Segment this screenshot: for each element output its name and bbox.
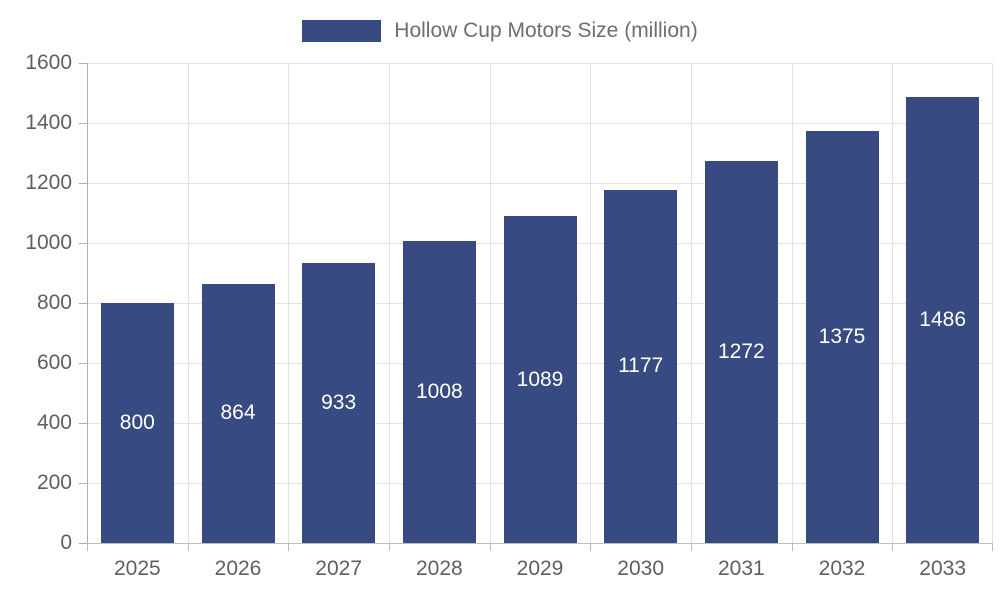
gridline-vertical bbox=[691, 63, 692, 543]
bar-2033[interactable]: 1486 bbox=[906, 97, 980, 543]
y-axis-tick-label: 1600 bbox=[25, 51, 72, 74]
y-axis-tick bbox=[79, 423, 87, 424]
x-axis-tick-label: 2033 bbox=[919, 557, 967, 580]
gridline-vertical bbox=[590, 63, 592, 543]
x-axis-tick bbox=[691, 543, 692, 551]
gridline-vertical bbox=[892, 63, 894, 543]
x-axis-tick bbox=[489, 543, 491, 551]
bar-2027[interactable]: 933 bbox=[302, 263, 376, 543]
bar-value-label: 864 bbox=[220, 401, 256, 425]
x-axis-tick bbox=[992, 543, 993, 551]
y-axis-tick-label: 200 bbox=[36, 471, 72, 494]
y-axis-tick bbox=[79, 543, 87, 544]
y-axis-tick-label: 600 bbox=[36, 351, 72, 374]
y-axis-tick-label: 1000 bbox=[25, 231, 72, 254]
y-axis-tick-label: 1200 bbox=[25, 171, 72, 194]
bar-2028[interactable]: 1008 bbox=[402, 240, 476, 543]
y-axis-tick-label: 800 bbox=[36, 291, 72, 314]
gridline-vertical bbox=[187, 63, 189, 543]
bar-2031[interactable]: 1272 bbox=[704, 161, 778, 543]
x-axis-tick-label: 2027 bbox=[315, 557, 363, 580]
x-axis-tick-label: 2025 bbox=[113, 557, 161, 580]
gridline-vertical bbox=[791, 63, 793, 543]
y-axis-tick-label: 400 bbox=[36, 411, 72, 434]
x-axis-tick-label: 2026 bbox=[214, 557, 262, 580]
x-axis-tick bbox=[590, 543, 592, 551]
gridline-vertical bbox=[489, 63, 491, 543]
x-axis-line bbox=[87, 543, 993, 544]
y-axis-tick bbox=[79, 483, 87, 484]
gridline-horizontal bbox=[87, 183, 993, 184]
x-axis-tick-label: 2029 bbox=[516, 557, 564, 580]
y-axis-tick-label: 0 bbox=[60, 531, 72, 554]
y-axis-tick bbox=[79, 243, 87, 244]
x-axis-tick bbox=[791, 543, 793, 551]
y-axis-tick bbox=[79, 363, 87, 364]
bar-value-label: 1486 bbox=[919, 308, 967, 332]
legend-label: Hollow Cup Motors Size (million) bbox=[394, 19, 698, 42]
y-axis-tick bbox=[79, 303, 87, 304]
gridline-vertical bbox=[288, 63, 290, 543]
y-axis-tick-label: 1400 bbox=[25, 111, 72, 134]
legend[interactable]: Hollow Cup Motors Size (million) bbox=[0, 14, 1000, 48]
x-axis-tick bbox=[288, 543, 290, 551]
bar-2030[interactable]: 1177 bbox=[604, 189, 678, 543]
bar-value-label: 1008 bbox=[415, 379, 463, 403]
x-axis-tick bbox=[87, 543, 88, 551]
plot-area: 0 200 400 600 800 1000 1200 1400 1600 800 864 933 10… bbox=[25, 51, 993, 580]
y-axis-line bbox=[87, 63, 88, 543]
bar-2032[interactable]: 1375 bbox=[805, 130, 879, 543]
x-axis-tick bbox=[187, 543, 189, 551]
y-axis-tick bbox=[79, 123, 87, 124]
bar-value-label: 1177 bbox=[618, 354, 664, 378]
gridline-vertical bbox=[389, 63, 390, 543]
bar-2025[interactable]: 800 bbox=[100, 303, 174, 543]
bar-value-label: 1089 bbox=[516, 367, 564, 391]
legend-swatch bbox=[302, 20, 382, 42]
x-axis-tick-label: 2030 bbox=[617, 557, 665, 580]
x-axis-tick-label: 2032 bbox=[818, 557, 866, 580]
bar-2029[interactable]: 1089 bbox=[503, 216, 577, 543]
x-axis-tick-label: 2031 bbox=[717, 557, 765, 580]
gridline-horizontal bbox=[87, 123, 993, 124]
x-axis-tick-label: 2028 bbox=[415, 557, 463, 580]
bar-value-label: 1375 bbox=[818, 324, 866, 348]
gridline-vertical bbox=[992, 63, 993, 543]
y-axis-tick bbox=[79, 183, 87, 184]
bar-2026[interactable]: 864 bbox=[201, 283, 275, 543]
x-axis-tick bbox=[892, 543, 894, 551]
y-axis-tick bbox=[79, 63, 87, 64]
gridline-horizontal bbox=[87, 63, 993, 64]
bar-value-label: 800 bbox=[119, 411, 155, 434]
bar-value-label: 1272 bbox=[717, 340, 765, 364]
bar-value-label: 933 bbox=[321, 391, 357, 415]
x-axis-tick bbox=[389, 543, 390, 551]
